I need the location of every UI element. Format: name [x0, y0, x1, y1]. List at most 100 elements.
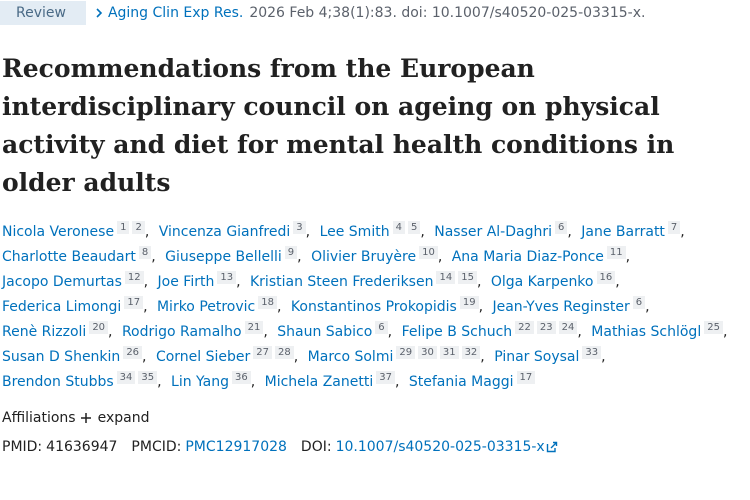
author-link[interactable]: Vincenza Gianfredi — [158, 224, 291, 240]
expand-icon[interactable] — [76, 411, 98, 425]
author: Shaun Sabico 6 — [277, 321, 397, 340]
affiliation-number[interactable]: 21 — [244, 321, 264, 334]
affiliation-number[interactable]: 7 — [667, 221, 681, 234]
author-link[interactable]: Joe Firth — [157, 274, 215, 290]
affiliation-number[interactable]: 9 — [284, 246, 298, 259]
author: Mirko Petrovic 18 — [156, 296, 286, 315]
author-link[interactable]: Olga Karpenko — [490, 274, 594, 290]
affiliation-number[interactable]: 15 — [458, 271, 477, 284]
author-link[interactable]: Mirko Petrovic — [156, 299, 256, 315]
affiliation-number[interactable]: 29 — [396, 346, 416, 359]
affiliation-number[interactable]: 5 — [407, 221, 421, 234]
author-link[interactable]: Jane Barratt — [581, 224, 665, 240]
affiliation-number[interactable]: 3 — [293, 221, 306, 234]
affiliation-number[interactable]: 35 — [138, 371, 158, 384]
affiliation-number[interactable]: 25 — [704, 321, 723, 334]
affiliation-number[interactable]: 6 — [554, 221, 568, 234]
citation-bar: Review Aging Clin Exp Res. 2026 Feb 4;38… — [0, 0, 645, 26]
author: Olivier Bruyère 10 — [311, 246, 447, 265]
affiliation-number[interactable]: 16 — [596, 271, 616, 284]
affiliation-number[interactable]: 13 — [217, 271, 237, 284]
external-link-icon — [546, 441, 557, 453]
author-link[interactable]: Charlotte Beaudart — [2, 249, 136, 265]
affiliation-number[interactable]: 11 — [606, 246, 626, 259]
affiliation-number[interactable]: 4 — [392, 221, 405, 234]
affiliation-number[interactable]: 8 — [138, 246, 152, 259]
author: Cornel Sieber 27 28 — [155, 346, 303, 365]
affiliation-number[interactable]: 22 — [515, 321, 534, 334]
author-link[interactable]: Jean-Yves Reginster — [492, 299, 630, 315]
author: Federica Limongi 17 — [2, 296, 153, 315]
author-link[interactable]: Ana Maria Diaz-Ponce — [451, 249, 604, 265]
author-link[interactable]: Lin Yang — [171, 374, 229, 390]
author-link[interactable]: Olivier Bruyère — [311, 249, 417, 265]
author-link[interactable]: Renè Rizzoli — [2, 324, 87, 340]
author-link[interactable]: Nicola Veronese — [2, 224, 115, 240]
author-link[interactable]: Federica Limongi — [2, 299, 122, 315]
affiliation-number[interactable]: 37 — [376, 371, 395, 384]
author-link[interactable]: Mathias Schlögl — [591, 324, 702, 340]
pmid-label: PMID: — [2, 439, 43, 455]
affiliation-number[interactable]: 17 — [516, 371, 536, 384]
author-link[interactable]: Nasser Al-Daghri — [434, 224, 552, 240]
pmcid-label: PMCID: — [131, 439, 182, 455]
author: Pinar Soysal 33 — [494, 346, 611, 365]
affiliation-number[interactable]: 1 — [117, 221, 130, 234]
journal-link[interactable]: Aging Clin Exp Res. — [107, 5, 244, 21]
author: Nicola Veronese 1 2 — [2, 221, 154, 240]
author: Michela Zanetti 37 — [264, 371, 404, 390]
affiliation-number[interactable]: 6 — [632, 296, 646, 309]
affiliation-number[interactable]: 26 — [123, 346, 143, 359]
affiliation-number[interactable]: 27 — [253, 346, 273, 359]
author: Brendon Stubbs 34 35 — [2, 371, 167, 390]
affiliation-number[interactable]: 17 — [124, 296, 144, 309]
author-link[interactable]: Felipe B Schuch — [401, 324, 513, 340]
author-link[interactable]: Pinar Soysal — [494, 349, 580, 365]
affiliation-number[interactable]: 18 — [258, 296, 277, 309]
affiliation-number[interactable]: 12 — [124, 271, 144, 284]
author: Nasser Al-Daghri 6 — [434, 221, 577, 240]
doi-link[interactable]: 10.1007/s40520-025-03315-x — [335, 439, 545, 455]
affiliation-number[interactable]: 19 — [459, 296, 479, 309]
pmcid-link[interactable]: PMC12917028 — [185, 439, 287, 455]
expand-toggle[interactable]: expand — [97, 410, 150, 426]
affiliation-number[interactable]: 2 — [132, 221, 145, 234]
affiliation-number[interactable]: 30 — [418, 346, 437, 359]
author: Felipe B Schuch 22 23 24 — [401, 321, 587, 340]
author-link[interactable]: Konstantinos Prokopidis — [290, 299, 457, 315]
affiliations-label: Affiliations — [2, 410, 76, 426]
author-link[interactable]: Jacopo Demurtas — [2, 274, 122, 290]
affiliation-number[interactable]: 6 — [375, 321, 388, 334]
author-link[interactable]: Shaun Sabico — [277, 324, 373, 340]
affiliation-number[interactable]: 14 — [436, 271, 456, 284]
affiliation-number[interactable]: 36 — [232, 371, 251, 384]
author: Charlotte Beaudart 8 — [2, 246, 161, 265]
article-title: Recommendations from the European interd… — [2, 54, 675, 197]
affiliation-number[interactable]: 28 — [275, 346, 294, 359]
author-link[interactable]: Cornel Sieber — [155, 349, 251, 365]
citation-details: 2026 Feb 4;38(1):83. doi: 10.1007/s40520… — [249, 5, 646, 21]
affiliation-number[interactable]: 34 — [116, 371, 136, 384]
author-link[interactable]: Brendon Stubbs — [2, 374, 114, 390]
author-link[interactable]: Rodrigo Ramalho — [121, 324, 242, 340]
author-link[interactable]: Lee Smith — [319, 224, 390, 240]
author-link[interactable]: Stefania Maggi — [408, 374, 514, 390]
author: Olga Karpenko 16 — [490, 271, 625, 290]
affiliation-number[interactable]: 23 — [536, 321, 556, 334]
author-link[interactable]: Susan D Shenkin — [2, 349, 121, 365]
affiliation-number[interactable]: 31 — [439, 346, 459, 359]
affiliation-number[interactable]: 32 — [461, 346, 481, 359]
affiliation-number[interactable]: 24 — [558, 321, 578, 334]
author-link[interactable]: Marco Solmi — [307, 349, 394, 365]
author: Konstantinos Prokopidis 19 — [290, 296, 488, 315]
author-link[interactable]: Michela Zanetti — [264, 374, 374, 390]
affiliation-number[interactable]: 33 — [582, 346, 602, 359]
affiliation-number[interactable]: 10 — [419, 246, 438, 259]
author-link[interactable]: Giuseppe Bellelli — [165, 249, 282, 265]
author-link[interactable]: Kristian Steen Frederiksen — [250, 274, 434, 290]
affiliation-number[interactable]: 20 — [89, 321, 109, 334]
author: Marco Solmi 29 30 31 32 — [307, 346, 490, 365]
affiliations-row: Affiliations expand — [2, 410, 149, 426]
